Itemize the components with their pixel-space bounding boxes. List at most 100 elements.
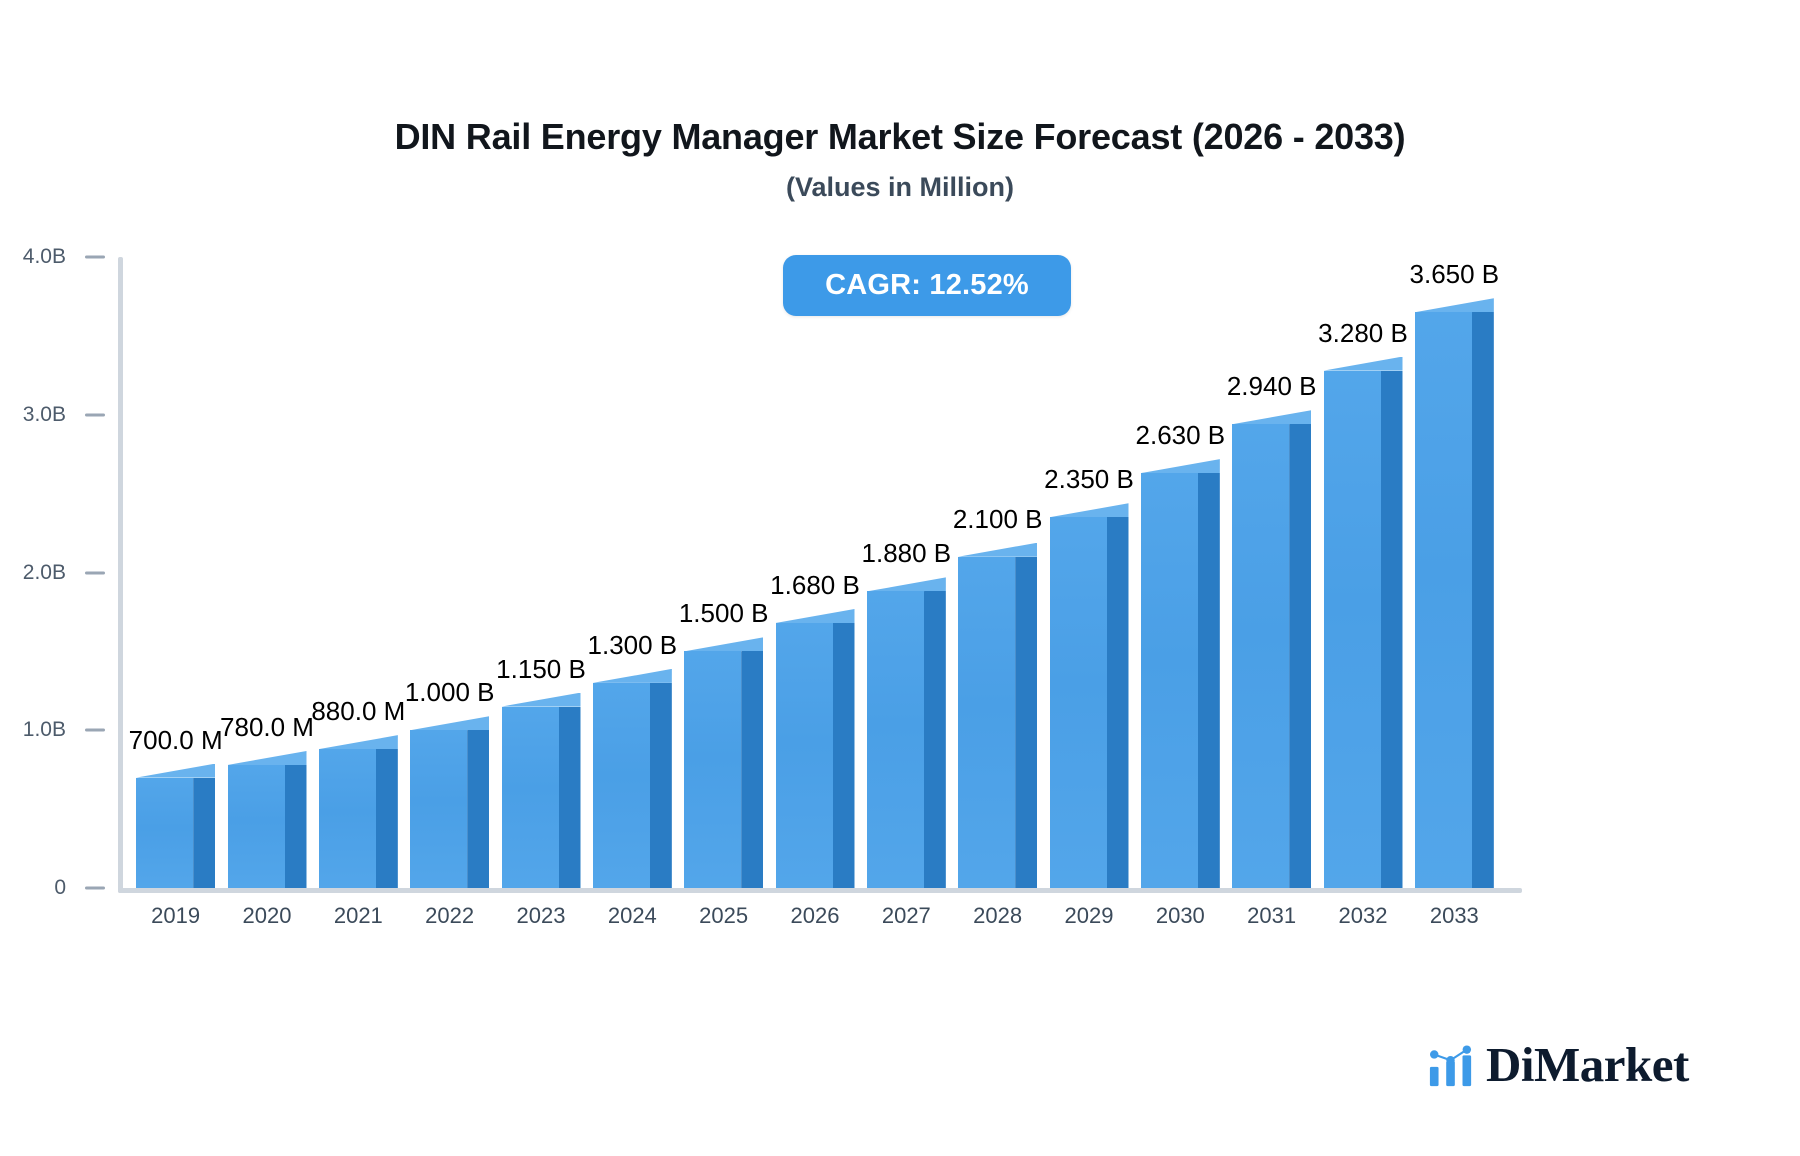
page-subtitle: (Values in Million)	[785, 172, 1015, 202]
bar-2022[interactable]	[410, 716, 490, 888]
bar-2029[interactable]	[1049, 503, 1129, 888]
bar-front-face	[684, 651, 742, 888]
bar-front-face	[318, 749, 376, 888]
dimarket-logo: DiMarket	[1428, 1040, 1689, 1089]
x-axis-tick-label-2026: 2026	[790, 903, 840, 928]
bar-front-face	[1140, 473, 1198, 888]
bar-chart-logo-icon	[1429, 1044, 1472, 1086]
bar-side-face	[1015, 556, 1038, 888]
logo-text: DiMarket	[1486, 1037, 1689, 1092]
bar-front-face	[592, 682, 650, 888]
bar-top-face	[1414, 298, 1494, 313]
bar-side-face	[923, 591, 946, 888]
y-axis-tick-label: 3.0B	[22, 402, 66, 426]
bar-2030[interactable]	[1140, 459, 1220, 888]
x-axis-tick-label-2032: 2032	[1338, 903, 1388, 928]
y-axis-tick-mark	[85, 255, 105, 259]
bar-side-face	[558, 706, 581, 888]
x-axis-tick-label-2029: 2029	[1064, 903, 1114, 928]
x-axis-tick-label-2027: 2027	[881, 903, 931, 928]
y-axis-tick-label: 4.0B	[22, 245, 66, 268]
bar-side-face	[649, 682, 672, 888]
cagr-badge: CAGR: 12.52%	[783, 255, 1071, 316]
y-axis-tick-label: 0	[54, 876, 66, 899]
bar-side-face	[832, 622, 855, 888]
x-axis-tick-label-2025: 2025	[699, 903, 749, 928]
bar-value-label-2028: 2.100 B	[952, 503, 1043, 534]
bar-value-label-2030: 2.630 B	[1135, 420, 1226, 451]
bar-value-label-2021: 880.0 M	[311, 696, 406, 727]
y-axis-tick-mark	[85, 728, 105, 732]
bar-front-face	[1414, 312, 1472, 888]
bar-value-label-2026: 1.680 B	[770, 569, 860, 600]
bar-top-face	[1232, 410, 1312, 425]
y-axis-tick-label: 2.0B	[22, 560, 66, 584]
bar-top-face	[1323, 356, 1403, 371]
bar-front-face	[136, 777, 194, 888]
bar-front-face	[501, 706, 559, 888]
bar-side-face	[1197, 473, 1220, 888]
bar-2028[interactable]	[958, 542, 1038, 888]
x-axis-tick-label-2031: 2031	[1247, 903, 1297, 928]
bar-top-face	[1140, 459, 1220, 474]
bar-front-face	[1049, 517, 1107, 888]
bar-value-label-2022: 1.000 B	[404, 677, 495, 708]
bar-value-label-2025: 1.500 B	[678, 598, 769, 629]
bar-top-face	[592, 668, 672, 683]
bar-front-face	[410, 730, 468, 888]
bar-2032[interactable]	[1323, 356, 1403, 888]
bar-top-face	[318, 735, 398, 750]
bar-side-face	[467, 730, 490, 888]
x-axis-tick-label-2019: 2019	[151, 903, 201, 928]
x-axis-tick-label-2022: 2022	[425, 903, 475, 928]
y-axis-tick-mark	[85, 886, 105, 890]
bar-side-face	[741, 651, 764, 888]
bar-front-face	[866, 591, 924, 888]
cagr-badge-label: CAGR: 12.52%	[825, 269, 1029, 301]
y-axis-tick-mark	[85, 413, 105, 417]
bar-2021[interactable]	[318, 735, 398, 888]
x-axis-tick-label-2030: 2030	[1155, 903, 1205, 928]
bar-top-face	[958, 542, 1038, 557]
bar-2019[interactable]	[136, 763, 216, 888]
bar-2031[interactable]	[1232, 410, 1312, 888]
bar-value-label-2027: 1.880 B	[861, 538, 952, 569]
x-axis-tick-label-2028: 2028	[973, 903, 1023, 928]
bar-value-label-2024: 1.300 B	[587, 629, 678, 660]
page-title: DIN Rail Energy Manager Market Size Fore…	[394, 116, 1406, 157]
x-axis-tick-label-2023: 2023	[516, 903, 566, 928]
bar-2027[interactable]	[866, 577, 946, 888]
bar-2025[interactable]	[684, 637, 764, 888]
bar-2026[interactable]	[775, 608, 855, 888]
bar-2023[interactable]	[501, 692, 581, 888]
bar-front-face	[1323, 370, 1381, 888]
x-axis-tick-label-2020: 2020	[242, 903, 292, 928]
bar-side-face	[375, 749, 398, 888]
bar-side-face	[193, 777, 216, 888]
bar-side-face	[1380, 370, 1403, 888]
bar-top-face	[410, 716, 490, 731]
bar-top-face	[684, 637, 764, 652]
bar-top-face	[775, 608, 855, 623]
bar-top-face	[227, 750, 307, 765]
x-axis-tick-label-2021: 2021	[333, 903, 383, 928]
x-axis-line	[118, 888, 1522, 893]
y-axis-tick-mark	[85, 571, 105, 574]
bar-top-face	[866, 577, 946, 592]
bar-side-face	[284, 764, 307, 888]
x-axis-tick-label-2024: 2024	[607, 903, 657, 928]
bar-value-label-2031: 2.940 B	[1226, 371, 1317, 402]
bar-value-label-2032: 3.280 B	[1318, 317, 1408, 348]
bar-side-face	[1106, 517, 1129, 888]
bar-2024[interactable]	[592, 668, 672, 888]
bar-side-face	[1471, 312, 1494, 888]
bar-front-face	[227, 764, 285, 888]
bar-2033[interactable]	[1414, 298, 1494, 888]
bar-2020[interactable]	[227, 750, 307, 888]
bar-side-face	[1289, 424, 1312, 888]
bar-value-label-2033: 3.650 B	[1409, 259, 1500, 290]
bar-top-face	[1049, 503, 1129, 518]
bar-top-face	[501, 692, 581, 707]
